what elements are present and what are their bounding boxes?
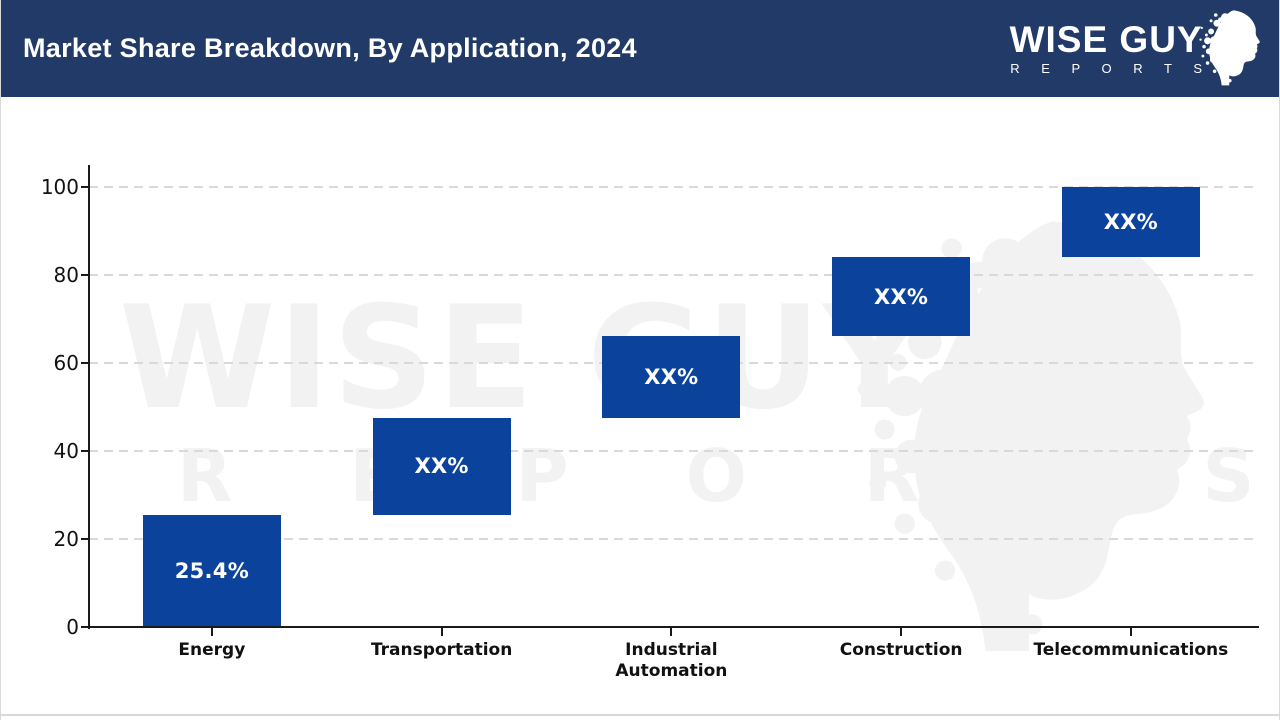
footer-divider: [1, 714, 1279, 716]
bar-label-industrial-automation: XX%: [644, 364, 699, 389]
page-title: Market Share Breakdown, By Application, …: [23, 33, 637, 63]
x-tick-label-industrial-automation: Industrial Automation: [615, 640, 728, 681]
x-tick-mark: [900, 628, 903, 636]
y-tick-mark: [81, 274, 89, 276]
gridline-100: [89, 186, 1258, 188]
gridline-40: [89, 450, 1258, 452]
y-axis-line: [88, 165, 90, 629]
y-tick-label: 80: [53, 263, 79, 287]
y-tick-mark: [81, 538, 89, 540]
bar-energy: 25.4%: [142, 515, 281, 627]
waterfall-chart: 0 20 40 60 80 100 25.4% Energy XX% Transportation…: [1, 97, 1279, 717]
x-tick-mark: [670, 628, 673, 636]
bar-construction: XX%: [832, 256, 971, 337]
watermark-wordmark: WISE GUY: [119, 276, 928, 441]
y-tick-mark: [81, 626, 89, 628]
y-tick-label: 40: [53, 439, 79, 463]
logo-wordmark: WISE GUY: [1009, 19, 1203, 60]
wise-guy-reports-logo: WISE GUY R E P O R T S: [1001, 8, 1267, 90]
x-axis-line: [88, 626, 1259, 628]
x-tick-label-construction: Construction: [839, 640, 963, 660]
y-tick-mark: [81, 450, 89, 452]
gridline-20: [89, 538, 1258, 540]
header-banner: Market Share Breakdown, By Application, …: [1, 0, 1279, 97]
bar-label-construction: XX%: [873, 284, 929, 309]
logo-wordmark-block: WISE GUY R E P O R T S: [1001, 21, 1211, 76]
dotted-head-profile-icon: [1199, 9, 1260, 85]
gridline-80: [89, 274, 1258, 276]
bar-label-telecommunications: XX%: [1103, 209, 1159, 234]
y-tick-label: 100: [40, 175, 79, 199]
x-tick-label-energy: Energy: [178, 640, 246, 660]
y-tick-label: 0: [66, 615, 79, 639]
y-tick-mark: [81, 362, 89, 364]
logo-wordmark-sub: R E P O R T S: [1010, 61, 1211, 76]
bar-label-energy: 25.4%: [174, 559, 250, 584]
x-tick-mark: [1129, 628, 1132, 636]
bar-industrial-automation: XX%: [602, 336, 741, 418]
bar-telecommunications: XX%: [1061, 187, 1200, 257]
x-tick-label-transportation: Transportation: [370, 640, 513, 660]
x-tick-label-telecommunications: Telecommunications: [1033, 640, 1229, 660]
y-tick-label: 20: [53, 527, 79, 551]
x-tick-mark: [210, 628, 213, 636]
bar-label-transportation: XX%: [414, 454, 469, 479]
x-tick-mark: [440, 628, 443, 636]
bar-transportation: XX%: [372, 417, 511, 516]
y-tick-mark: [81, 186, 89, 188]
y-tick-label: 60: [53, 351, 79, 375]
